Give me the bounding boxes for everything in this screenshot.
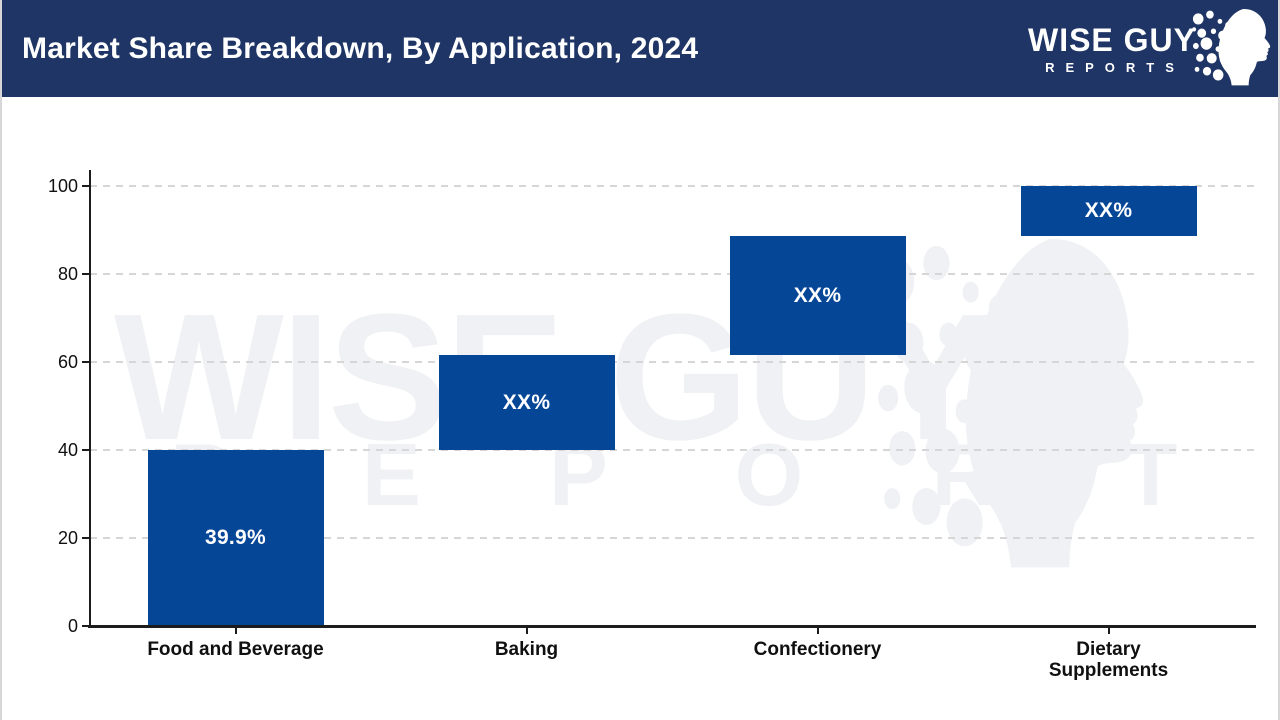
logo-text: WISE GUY REPORTS: [1028, 22, 1196, 75]
y-tick-mark: [82, 185, 90, 187]
bar-confectionery: XX%: [729, 236, 906, 355]
x-axis-line: [88, 625, 1256, 628]
gridline-60: [90, 361, 1254, 363]
y-tick-label: 80: [57, 264, 78, 284]
page-title: Market Share Breakdown, By Application, …: [22, 31, 699, 65]
bar-value-label: XX%: [502, 390, 551, 414]
bar-baking: XX%: [438, 354, 615, 451]
header-bar: Market Share Breakdown, By Application, …: [2, 0, 1278, 97]
y-tick-label: 60: [57, 352, 78, 372]
x-tick-mark: [525, 628, 528, 634]
bar-value-label: XX%: [793, 283, 842, 307]
y-tick-mark: [82, 361, 90, 363]
gridline-20: [90, 537, 1254, 539]
y-tick-mark: [82, 625, 90, 627]
y-tick-mark: [82, 449, 90, 451]
logo-head-icon: [1190, 6, 1278, 86]
y-tick-label: 20: [57, 528, 78, 548]
x-category-label-confectionery: Confectionery: [753, 639, 882, 660]
y-tick-label: 100: [47, 176, 78, 196]
gridline-80: [90, 273, 1254, 275]
x-tick-mark: [1107, 628, 1110, 634]
bar-dietary-supplements: XX%: [1020, 186, 1197, 237]
x-category-label-baking: Baking: [494, 639, 559, 660]
logo-subtitle: REPORTS: [1045, 60, 1185, 75]
x-tick-mark: [234, 628, 237, 634]
y-tick-mark: [82, 273, 90, 275]
bar-value-label: XX%: [1084, 199, 1133, 223]
x-tick-mark: [816, 628, 819, 634]
gridline-40: [90, 449, 1254, 451]
x-category-label-dietary-supplements: Dietary Supplements: [1048, 639, 1169, 681]
y-tick-label: 40: [57, 440, 78, 460]
y-tick-label: 0: [67, 616, 78, 636]
y-tick-mark: [82, 537, 90, 539]
bar-value-label: 39.9%: [204, 526, 267, 550]
gridline-100: [90, 185, 1254, 187]
logo-wordmark: WISE GUY: [1027, 22, 1196, 58]
x-category-label-food-and-beverage: Food and Beverage: [147, 639, 324, 660]
wiseguy-logo: WISE GUY REPORTS: [1014, 4, 1274, 94]
y-axis-line: [89, 170, 91, 628]
bar-food-and-beverage: 39.9%: [147, 450, 324, 626]
